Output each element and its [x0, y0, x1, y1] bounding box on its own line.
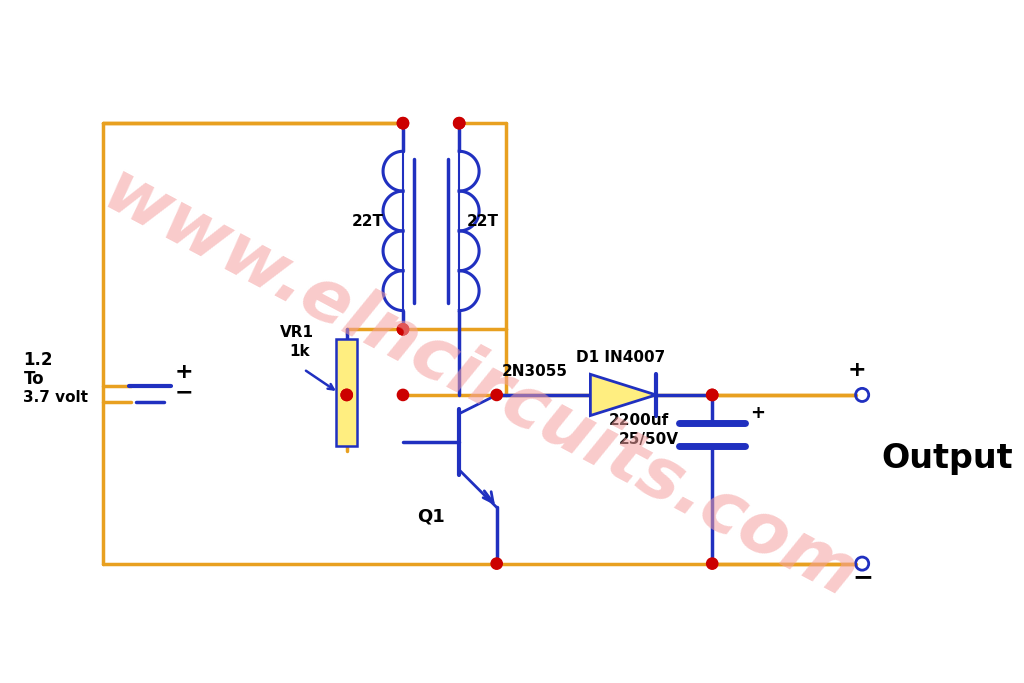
Circle shape — [492, 558, 503, 569]
Text: To: To — [24, 370, 44, 388]
Circle shape — [397, 324, 409, 335]
Circle shape — [492, 389, 503, 400]
Text: www.elncircuits.com: www.elncircuits.com — [91, 157, 868, 614]
Text: VR1: VR1 — [281, 325, 314, 340]
Text: 3.7 volt: 3.7 volt — [24, 391, 88, 406]
Text: Output: Output — [881, 442, 1013, 475]
Circle shape — [397, 389, 409, 400]
Text: 1.2: 1.2 — [24, 351, 53, 369]
Text: 22T: 22T — [467, 214, 499, 229]
Circle shape — [707, 558, 718, 569]
Circle shape — [454, 117, 465, 129]
Text: 1k: 1k — [290, 344, 310, 359]
Circle shape — [707, 389, 718, 400]
Circle shape — [341, 389, 352, 400]
Text: +: + — [750, 404, 765, 422]
FancyBboxPatch shape — [337, 339, 357, 447]
Circle shape — [397, 324, 409, 335]
Circle shape — [397, 117, 409, 129]
Text: D1 IN4007: D1 IN4007 — [577, 350, 666, 365]
Circle shape — [454, 117, 465, 129]
Text: −: − — [853, 566, 873, 589]
Text: 2200uf: 2200uf — [609, 413, 670, 428]
Text: +: + — [174, 362, 193, 382]
Polygon shape — [591, 374, 656, 415]
Text: +: + — [848, 360, 866, 380]
Text: 22T: 22T — [351, 214, 383, 229]
Circle shape — [397, 117, 409, 129]
Text: −: − — [174, 382, 193, 403]
Text: 2N3055: 2N3055 — [502, 364, 567, 379]
Circle shape — [341, 389, 352, 400]
Text: 25/50V: 25/50V — [618, 432, 679, 447]
Text: Q1: Q1 — [417, 507, 444, 525]
Circle shape — [707, 389, 718, 400]
